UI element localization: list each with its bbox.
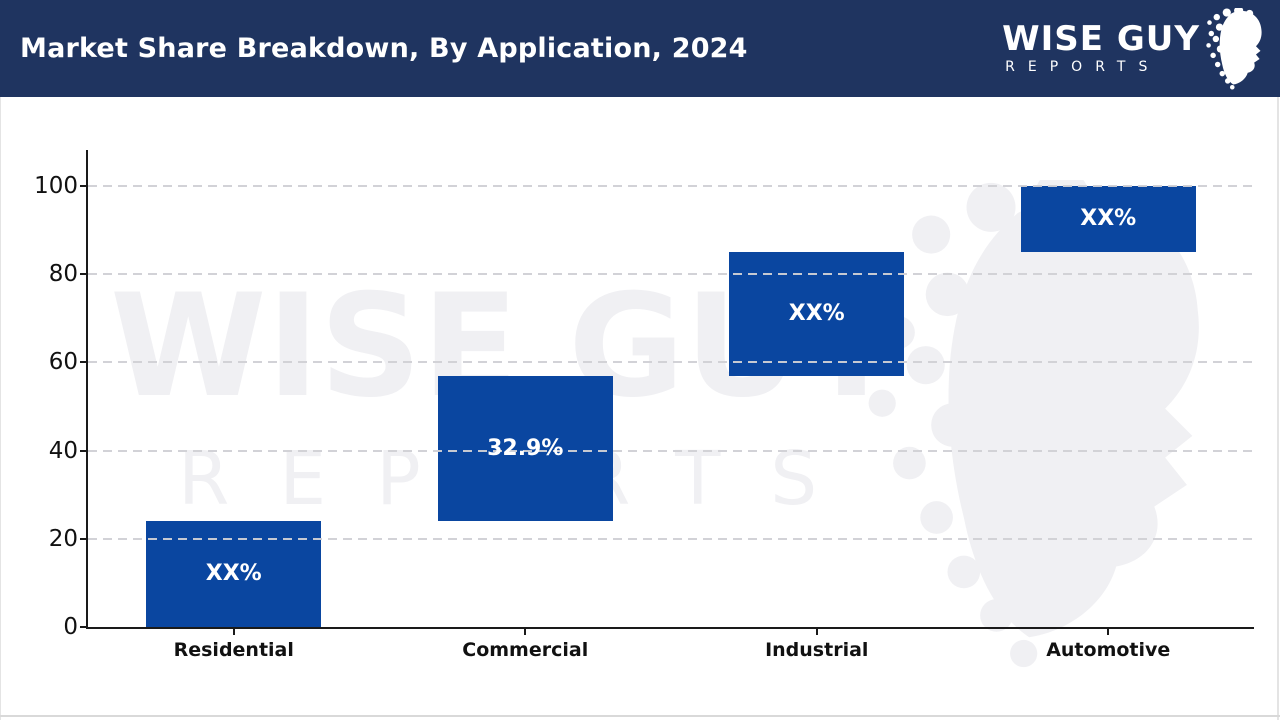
logo-wordmark: WISE GUY REPORTS [1002, 18, 1200, 76]
logo-wordmark-main: WISE GUY [1002, 18, 1200, 59]
y-tick-label: 100 [34, 173, 78, 199]
y-tick-mark [80, 185, 88, 187]
right-border-line [1277, 97, 1279, 720]
x-category-label: Residential [173, 639, 294, 661]
bar [1020, 186, 1196, 253]
y-tick-label: 80 [48, 261, 78, 288]
y-tick-label: 20 [48, 525, 78, 552]
y-tick-mark [80, 626, 88, 628]
y-tick-mark [80, 537, 88, 540]
bar-value-label: 32.9% [487, 435, 564, 461]
y-tick-label: 40 [48, 437, 78, 464]
gridline [88, 361, 1254, 364]
watermark-dotted-head-icon [868, 180, 1199, 668]
bar [729, 252, 905, 377]
x-category-label: Commercial [462, 639, 589, 661]
bar-value-label: XX% [1080, 206, 1137, 232]
left-border-line [0, 97, 1, 720]
y-tick-mark [80, 273, 88, 276]
y-axis-line [86, 150, 88, 629]
bar-value-label: XX% [788, 301, 845, 327]
x-tick-mark [524, 627, 527, 635]
x-axis-line [88, 627, 1254, 629]
y-tick-mark [80, 449, 88, 452]
x-category-label: Industrial [765, 639, 869, 661]
bar [437, 376, 613, 522]
y-tick-label: 60 [48, 349, 78, 376]
gridline [88, 449, 1254, 452]
bottom-border-line [0, 715, 1280, 717]
gridline [88, 185, 1254, 187]
x-category-label: Automotive [1046, 639, 1171, 661]
y-tick-mark [80, 361, 88, 364]
x-tick-mark [815, 627, 818, 635]
y-tick-label: 0 [63, 614, 78, 640]
gridline [88, 537, 1254, 540]
bar-value-label: XX% [205, 561, 262, 587]
brand-logo: WISE GUY REPORTS [1002, 7, 1280, 90]
x-tick-mark [1107, 627, 1110, 635]
logo-wordmark-sub: REPORTS [1005, 59, 1161, 76]
x-tick-mark [232, 627, 235, 635]
dotted-head-profile-icon [1206, 7, 1262, 90]
header: Market Share Breakdown, By Application, … [0, 0, 1280, 97]
gridline [88, 273, 1254, 276]
page-title: Market Share Breakdown, By Application, … [20, 33, 748, 64]
